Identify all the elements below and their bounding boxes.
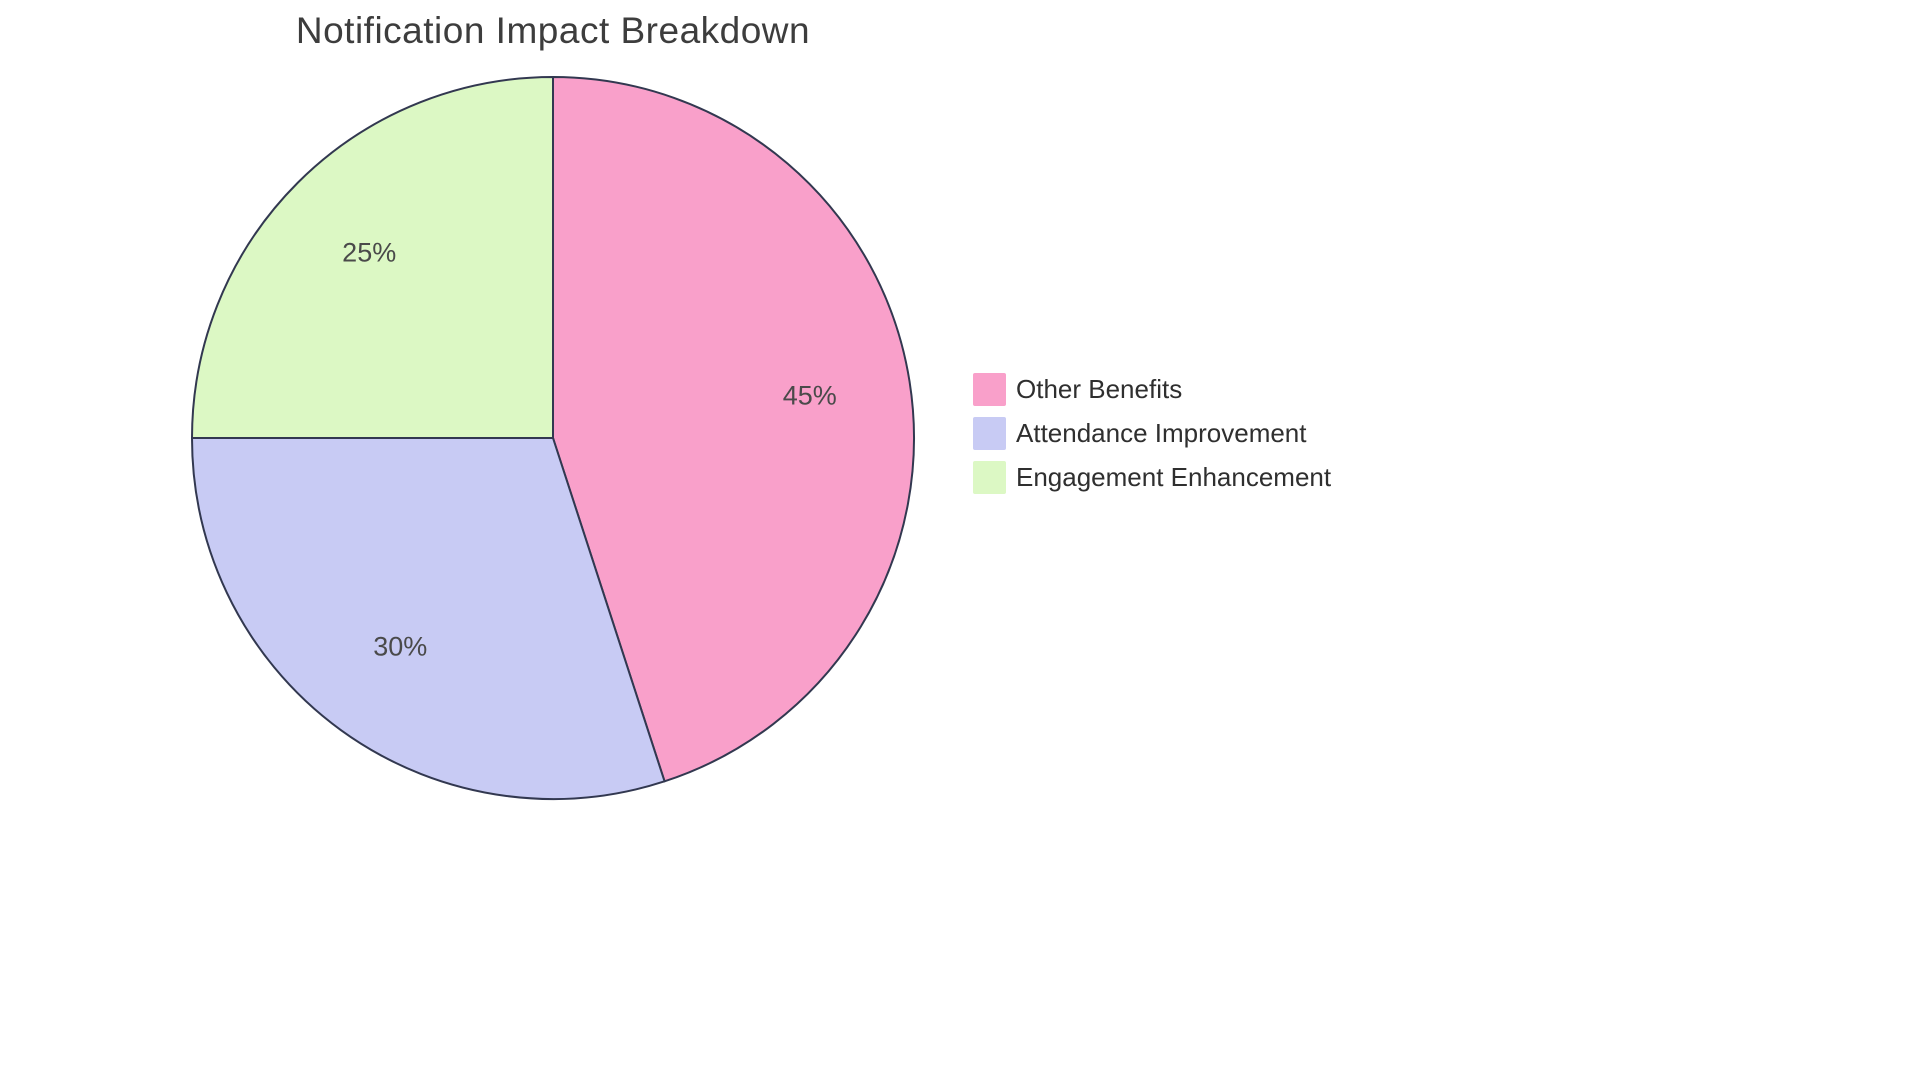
pie-slice-label-0: 45% <box>783 380 837 410</box>
pie-slice-0 <box>552 76 915 783</box>
pie-chart-svg: 45% 30% 25% <box>191 76 915 800</box>
legend-swatch-1 <box>973 417 1006 450</box>
pie-slice-2 <box>191 76 554 439</box>
legend-item: Engagement Enhancement <box>973 461 1331 494</box>
pie-slice-1 <box>191 437 666 800</box>
legend-label: Attendance Improvement <box>1016 418 1307 448</box>
chart-title: Notification Impact Breakdown <box>295 10 811 51</box>
legend-swatch-0 <box>973 373 1006 406</box>
legend-label: Engagement Enhancement <box>1016 462 1332 492</box>
legend-swatch-2 <box>973 461 1006 494</box>
pie-chart: 45% 30% 25% <box>188 73 918 803</box>
pie-slice-label-2: 25% <box>342 237 396 267</box>
legend-label: Other Benefits <box>1016 374 1183 404</box>
legend-item: Attendance Improvement <box>973 417 1331 450</box>
chart-legend: Other Benefits Attendance Improvement En… <box>973 373 1331 494</box>
legend-item: Other Benefits <box>973 373 1331 406</box>
pie-slice-label-1: 30% <box>373 631 427 661</box>
